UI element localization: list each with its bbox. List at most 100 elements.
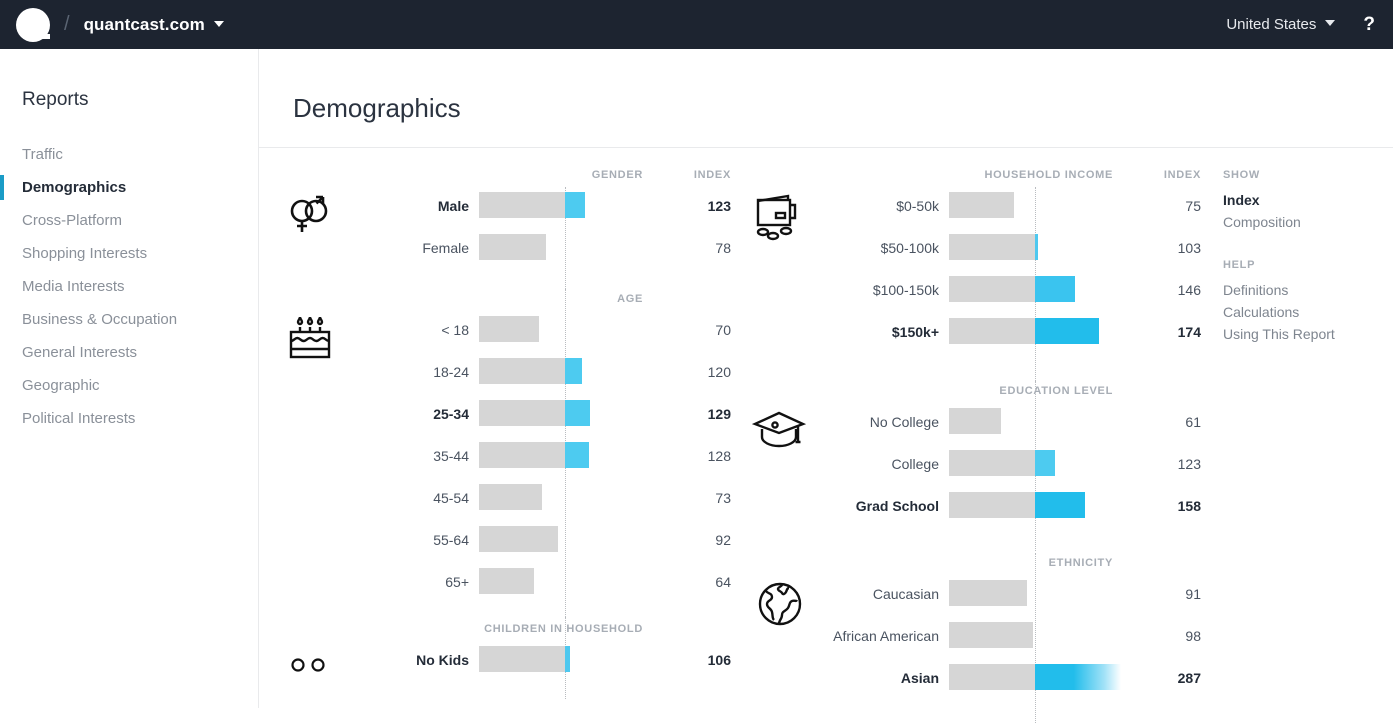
- page-title: Demographics: [293, 93, 461, 123]
- section-age: AGE < 18 70 18-24 120 25-34 129 35-44 128 45-54 73…: [281, 289, 731, 631]
- bar-label: 35-44: [433, 448, 469, 464]
- bar-track: [479, 400, 651, 426]
- bar-label: $50-100k: [880, 240, 939, 256]
- bar-row[interactable]: 45-54 73: [281, 483, 731, 525]
- section-ethnicity: ETHNICITY Caucasian 91 African American 98 As…: [751, 553, 1201, 723]
- sidebar-item-shopping-interests[interactable]: Shopping Interests: [0, 237, 258, 270]
- bar-label: 25-34: [433, 406, 469, 422]
- country-label: United States: [1226, 16, 1317, 33]
- bar-row[interactable]: No College 61: [751, 407, 1201, 449]
- bar-row[interactable]: 65+ 64: [281, 567, 731, 609]
- bar-baseline-segment: [479, 358, 565, 384]
- bar-row[interactable]: $0-50k 75: [751, 191, 1201, 233]
- bar-index-value: 78: [715, 240, 731, 256]
- bar-row[interactable]: Female 78: [281, 233, 731, 275]
- bar-label: No Kids: [416, 652, 469, 668]
- panel-gap: [1223, 233, 1393, 259]
- bar-track: [949, 450, 1121, 476]
- bar-row[interactable]: 35-44 128: [281, 441, 731, 483]
- bar-index-value: 92: [715, 532, 731, 548]
- bar-index-value: 128: [707, 448, 731, 464]
- sidebar-item-geographic[interactable]: Geographic: [0, 369, 258, 402]
- help-link-using-this-report[interactable]: Using This Report: [1223, 326, 1335, 342]
- country-selector[interactable]: United States: [1226, 16, 1336, 33]
- section-header: EDUCATION LEVEL: [751, 385, 1201, 407]
- bar-track: [479, 646, 651, 672]
- bar-track: [479, 234, 651, 260]
- bar-label: Caucasian: [872, 586, 939, 602]
- bar-index-value: 98: [1185, 628, 1201, 644]
- show-option-composition[interactable]: Composition: [1223, 214, 1301, 230]
- top-bar: / quantcast.com United States ?: [0, 0, 1393, 49]
- bar-row[interactable]: College 123: [751, 449, 1201, 491]
- bar-label: College: [891, 456, 939, 472]
- sidebar-item-label: Traffic: [22, 146, 63, 163]
- bar-track: [479, 316, 651, 342]
- bar-row[interactable]: Grad School 158: [751, 491, 1201, 533]
- chevron-down-icon: [1325, 20, 1336, 26]
- bar-row[interactable]: $50-100k 103: [751, 233, 1201, 275]
- bar-row[interactable]: $100-150k 146: [751, 275, 1201, 317]
- sidebar-nav: Traffic Demographics Cross-Platform Shoppin…: [0, 138, 258, 435]
- help-link-definitions[interactable]: Definitions: [1223, 282, 1289, 298]
- bar-track: [949, 408, 1121, 434]
- quantcast-logo[interactable]: [16, 7, 50, 42]
- section-header: GENDER INDEX: [281, 169, 731, 191]
- bar-row[interactable]: 55-64 92: [281, 525, 731, 567]
- bar-row[interactable]: African American 98: [751, 621, 1201, 663]
- bar-row[interactable]: Caucasian 91: [751, 579, 1201, 621]
- bar-row[interactable]: 18-24 120: [281, 357, 731, 399]
- index-100-guideline: [565, 187, 566, 301]
- show-option-index[interactable]: Index: [1223, 192, 1260, 208]
- bar-label: $150k+: [891, 324, 939, 340]
- bar-row[interactable]: Asian 287: [751, 663, 1201, 705]
- show-header: SHOW: [1223, 169, 1261, 181]
- bar-row[interactable]: No Kids 106: [281, 645, 731, 687]
- index-column-header: INDEX: [1163, 169, 1201, 181]
- bar-row[interactable]: < 18 70: [281, 315, 731, 357]
- bar-baseline-segment: [949, 580, 1028, 606]
- right-column: HOUSEHOLD INCOME INDEX $0-50k 75 $50-100k 103…: [751, 169, 1201, 723]
- bar-row[interactable]: $150k+ 174: [751, 317, 1201, 359]
- bar-baseline-segment: [479, 192, 565, 218]
- bar-baseline-segment: [479, 646, 565, 672]
- bar-label: $100-150k: [872, 282, 939, 298]
- section-rows: Male 123 Female 78: [281, 187, 731, 301]
- site-selector[interactable]: quantcast.com: [84, 15, 224, 35]
- bar-row[interactable]: 25-34 129: [281, 399, 731, 441]
- bar-over-index-segment: [565, 646, 571, 672]
- section-title: AGE: [617, 293, 643, 305]
- bar-over-index-segment: [1035, 450, 1055, 476]
- bar-over-index-segment: [565, 400, 590, 426]
- help-icon[interactable]: ?: [1363, 13, 1375, 35]
- index-column-header: INDEX: [693, 169, 731, 181]
- sidebar-item-label: Cross-Platform: [22, 212, 123, 229]
- bar-row[interactable]: Male 123: [281, 191, 731, 233]
- bar-track: [479, 526, 651, 552]
- sidebar-item-cross-platform[interactable]: Cross-Platform: [0, 204, 258, 237]
- sidebar-item-media-interests[interactable]: Media Interests: [0, 270, 258, 303]
- sidebar-item-political-interests[interactable]: Political Interests: [0, 402, 258, 435]
- sidebar-item-general-interests[interactable]: General Interests: [0, 336, 258, 369]
- sidebar-title: Reports: [22, 89, 89, 110]
- bar-baseline-segment: [949, 622, 1034, 648]
- index-100-guideline: [1035, 553, 1036, 723]
- sidebar-item-traffic[interactable]: Traffic: [0, 138, 258, 171]
- bar-label: African American: [833, 628, 939, 644]
- sidebar-item-business-occupation[interactable]: Business & Occupation: [0, 303, 258, 336]
- bar-baseline-segment: [479, 442, 565, 468]
- bar-track: [479, 192, 651, 218]
- section-header: CHILDREN IN HOUSEHOLD: [281, 623, 731, 645]
- bar-over-index-segment: [565, 442, 590, 468]
- bar-baseline-segment: [479, 484, 542, 510]
- sidebar-item-demographics[interactable]: Demographics: [0, 171, 258, 204]
- bar-over-index-segment: [1035, 234, 1038, 260]
- sidebar: Reports Traffic Demographics Cross-Platfor…: [0, 49, 258, 708]
- sidebar-item-label: General Interests: [22, 344, 138, 361]
- bar-over-index-segment: [565, 358, 583, 384]
- bar-label: Grad School: [855, 498, 939, 514]
- chevron-down-icon: [213, 20, 224, 27]
- sidebar-item-label: Geographic: [22, 377, 100, 394]
- help-link-calculations[interactable]: Calculations: [1223, 304, 1300, 320]
- bar-baseline-segment: [479, 234, 547, 260]
